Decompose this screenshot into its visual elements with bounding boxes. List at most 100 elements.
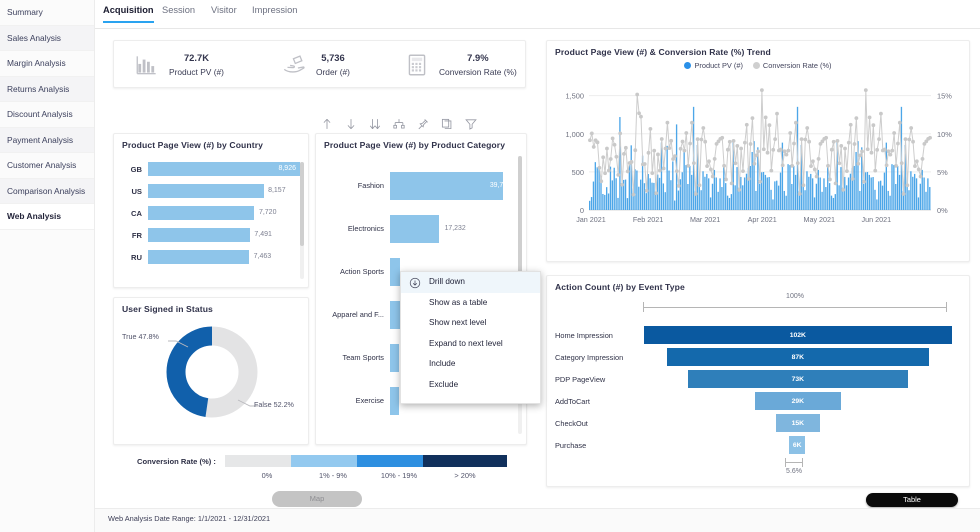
- drill-down-arrow-icon[interactable]: [344, 117, 358, 131]
- sidebar-item-label: Web Analysis: [7, 211, 61, 221]
- donut-leader-line-false: [237, 399, 258, 407]
- vertical-scrollbar[interactable]: [300, 162, 304, 279]
- legend-tick-2: 10% - 19%: [380, 471, 418, 480]
- funnel-category-label: Purchase: [555, 440, 587, 450]
- chart-product-page-view-by-country[interactable]: Product Page View (#) by Country GB 8,92…: [113, 133, 309, 288]
- svg-text:Apr 2021: Apr 2021: [748, 215, 777, 224]
- funnel-value-label: 73K: [791, 376, 805, 383]
- legend-swatch-0[interactable]: [225, 455, 309, 467]
- sidebar-item-customer-analysis[interactable]: Customer Analysis: [0, 153, 94, 179]
- context-menu-item-label: Show as a table: [429, 297, 488, 307]
- bar-row[interactable]: Action Sports: [322, 250, 520, 293]
- legend-tick-1: 1% - 9%: [319, 471, 347, 480]
- sidebar-item-sales-analysis[interactable]: Sales Analysis: [0, 25, 94, 51]
- funnel-bar: 87K: [665, 347, 930, 367]
- legend-item-product-pv[interactable]: Product PV (#): [684, 61, 743, 70]
- funnel-row[interactable]: Category Impression 87K: [555, 346, 969, 368]
- bar-fill: [148, 228, 250, 242]
- funnel-row[interactable]: Purchase 6K: [555, 434, 969, 456]
- bar-row[interactable]: Apparel and F...: [322, 293, 520, 336]
- context-menu-item-drill-down[interactable]: Drill down: [401, 272, 540, 293]
- sidebar-item-summary[interactable]: Summary: [0, 0, 94, 26]
- sidebar-item-margin-analysis[interactable]: Margin Analysis: [0, 51, 94, 77]
- donut-slice-true[interactable]: [166, 326, 258, 418]
- funnel-category-label: CheckOut: [555, 418, 588, 428]
- chart-title: Action Count (#) by Event Type: [555, 282, 685, 292]
- legend-title: Conversion Rate (%) :: [137, 457, 216, 466]
- bar-category-label: CA: [131, 208, 142, 218]
- chart-action-count-by-event-type[interactable]: Action Count (#) by Event Type 100% Home…: [546, 275, 970, 487]
- bar-row[interactable]: Electronics 17,232: [322, 207, 520, 250]
- sidebar-item-label: Sales Analysis: [7, 32, 61, 43]
- funnel-category-label: Home Impression: [555, 330, 613, 340]
- context-menu-item-exclude[interactable]: Exclude: [401, 375, 540, 396]
- copy-icon[interactable]: [440, 117, 454, 131]
- funnel-value-label: 102K: [789, 332, 806, 339]
- tab-session[interactable]: Session: [162, 5, 195, 21]
- funnel-row[interactable]: AddToCart 29K: [555, 390, 969, 412]
- funnel-category-label: Category Impression: [555, 352, 624, 362]
- chart-user-signed-in-status[interactable]: User Signed in Status True 47.8% False 5…: [113, 297, 309, 445]
- tab-label: Acquisition: [103, 5, 154, 15]
- bar-fill: [148, 184, 264, 198]
- bar-track: 39,759: [390, 171, 520, 200]
- footer-date-range: Web Analysis Date Range: 1/1/2021 - 12/3…: [108, 514, 271, 523]
- chart-product-page-view-and-conversion-rate-trend[interactable]: Product Page View (#) & Conversion Rate …: [546, 40, 970, 262]
- bar-fill: [390, 257, 401, 286]
- legend-swatch-1[interactable]: [291, 455, 375, 467]
- context-menu-item-expand-to-next-level[interactable]: Expand to next level: [401, 334, 540, 355]
- bar-row[interactable]: Fashion 39,759: [322, 164, 520, 207]
- bar-row[interactable]: CA 7,720: [122, 202, 300, 224]
- pin-icon[interactable]: [416, 117, 430, 131]
- context-menu-item-include[interactable]: Include: [401, 354, 540, 375]
- context-menu-item-label: Drill down: [429, 277, 465, 286]
- donut-label-true: True 47.8%: [122, 332, 159, 341]
- funnel-row[interactable]: CheckOut 15K: [555, 412, 969, 434]
- funnel-track: 102K: [643, 325, 969, 345]
- bar-category-label: Action Sports: [340, 267, 384, 276]
- sidebar-item-payment-analysis[interactable]: Payment Analysis: [0, 127, 94, 153]
- bar-fill: [390, 386, 400, 415]
- sidebar-item-discount-analysis[interactable]: Discount Analysis: [0, 102, 94, 128]
- hierarchy-fork-icon[interactable]: [392, 117, 406, 131]
- sidebar-item-comparison-analysis[interactable]: Comparison Analysis: [0, 178, 94, 204]
- kpi-conversion-rate[interactable]: 7.9% Conversion Rate (%): [404, 41, 517, 89]
- legend-swatch-3[interactable]: [423, 455, 507, 467]
- svg-text:Mar 2021: Mar 2021: [690, 215, 720, 224]
- sidebar-item-web-analysis[interactable]: Web Analysis: [0, 204, 94, 230]
- context-menu[interactable]: Drill down Show as a table Show next lev…: [400, 271, 541, 404]
- sidebar-item-label: Payment Analysis: [7, 134, 74, 145]
- bar-category-label: GB: [130, 164, 142, 174]
- svg-text:0%: 0%: [937, 206, 948, 215]
- sidebar-item-returns-analysis[interactable]: Returns Analysis: [0, 76, 94, 102]
- bar-row[interactable]: Team Sports: [322, 336, 520, 379]
- drill-up-arrow-icon[interactable]: [320, 117, 334, 131]
- map-button[interactable]: Map: [272, 491, 362, 507]
- calculator-icon: [408, 54, 426, 76]
- kpi-product-pv[interactable]: 72.7K Product PV (#): [134, 41, 224, 89]
- tab-acquisition[interactable]: Acquisition: [103, 5, 154, 23]
- table-button[interactable]: Table: [866, 493, 958, 507]
- bar-track: 7,720: [148, 206, 300, 220]
- legend-swatch-2[interactable]: [357, 455, 441, 467]
- bar-row[interactable]: RU 7,463: [122, 246, 300, 268]
- filter-icon[interactable]: [464, 117, 478, 131]
- tab-label: Visitor: [211, 5, 237, 15]
- hand-offer-icon: [283, 55, 305, 73]
- scrollbar-thumb[interactable]: [300, 162, 304, 247]
- bar-row[interactable]: GB 8,926: [122, 158, 300, 180]
- legend-item-conversion-rate[interactable]: Conversion Rate (%): [752, 61, 832, 70]
- expand-all-double-arrow-icon[interactable]: [368, 117, 382, 131]
- bar-row[interactable]: FR 7,491: [122, 224, 300, 246]
- context-menu-item-show-next-level[interactable]: Show next level: [401, 313, 540, 334]
- funnel-row[interactable]: PDP PageView 73K: [555, 368, 969, 390]
- tab-visitor[interactable]: Visitor: [211, 5, 237, 21]
- chart-title: Product Page View (#) by Product Categor…: [324, 140, 506, 150]
- tab-impression[interactable]: Impression: [252, 5, 297, 21]
- bar-row[interactable]: US 8,157: [122, 180, 300, 202]
- kpi-order[interactable]: 5,736 Order (#): [281, 41, 350, 89]
- funnel-row[interactable]: Home Impression 102K: [555, 324, 969, 346]
- funnel-top-percent: 100%: [786, 293, 804, 300]
- context-menu-item-show-as-a-table[interactable]: Show as a table: [401, 293, 540, 314]
- sidebar-item-label: Returns Analysis: [7, 83, 70, 94]
